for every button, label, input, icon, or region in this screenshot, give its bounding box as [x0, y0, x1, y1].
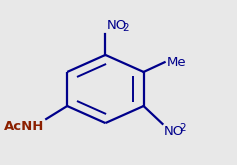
Text: NO: NO: [106, 19, 127, 32]
Text: AcNH: AcNH: [4, 120, 44, 133]
Text: 2: 2: [179, 123, 186, 133]
Text: Me: Me: [167, 56, 186, 69]
Text: 2: 2: [122, 23, 128, 33]
Text: NO: NO: [164, 125, 184, 138]
